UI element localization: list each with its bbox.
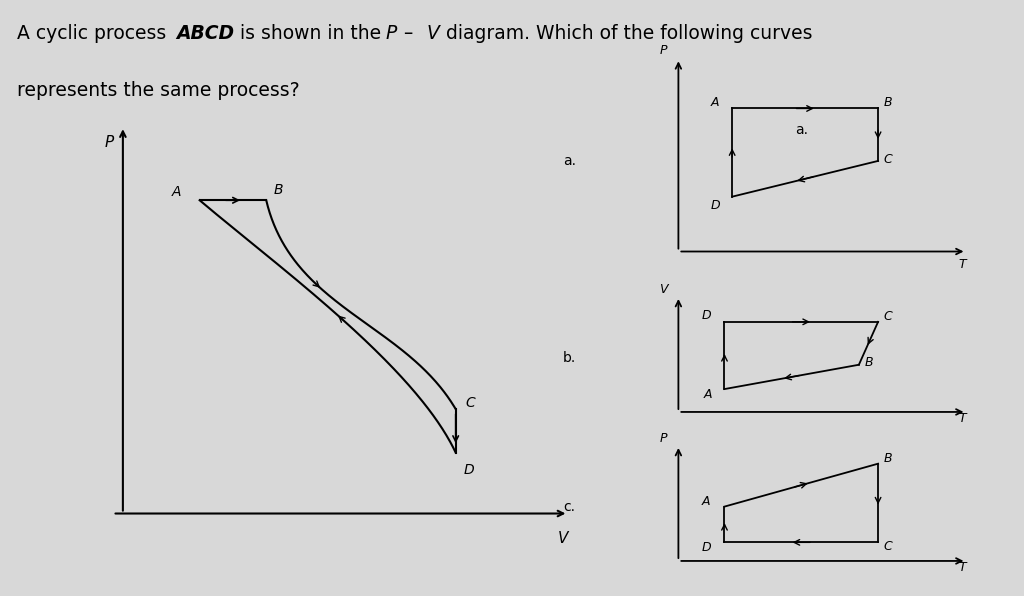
Text: A: A [711,96,720,109]
Text: b.: b. [563,350,577,365]
Text: diagram. Which of the following curves: diagram. Which of the following curves [440,24,813,43]
Text: C: C [884,311,893,324]
Text: B: B [884,96,893,109]
Text: A: A [703,387,712,401]
Text: A: A [701,495,710,508]
Text: ABCD: ABCD [176,24,234,43]
Text: V: V [427,24,440,43]
Text: C: C [884,153,893,166]
Text: A: A [172,185,181,199]
Text: V: V [659,283,668,296]
Text: P: P [659,432,667,445]
Text: is shown in the: is shown in the [234,24,388,43]
Text: D: D [711,198,721,212]
Text: T: T [958,412,967,425]
Text: a.: a. [795,123,808,137]
Text: D: D [701,541,711,554]
Text: P: P [105,135,115,150]
Text: c.: c. [563,499,575,514]
Text: T: T [958,561,967,574]
Text: A cyclic process: A cyclic process [17,24,173,43]
Text: represents the same process?: represents the same process? [17,81,300,100]
Text: a.: a. [563,154,577,168]
Text: B: B [274,183,284,197]
Text: P: P [385,24,396,43]
Text: T: T [958,258,967,271]
Text: –: – [398,24,420,43]
Text: D: D [701,309,711,322]
Text: C: C [884,539,893,552]
Text: P: P [659,44,667,57]
Text: B: B [864,356,873,369]
Text: V: V [558,531,568,546]
Text: D: D [464,463,474,477]
Text: C: C [466,396,476,410]
Text: B: B [884,452,893,465]
